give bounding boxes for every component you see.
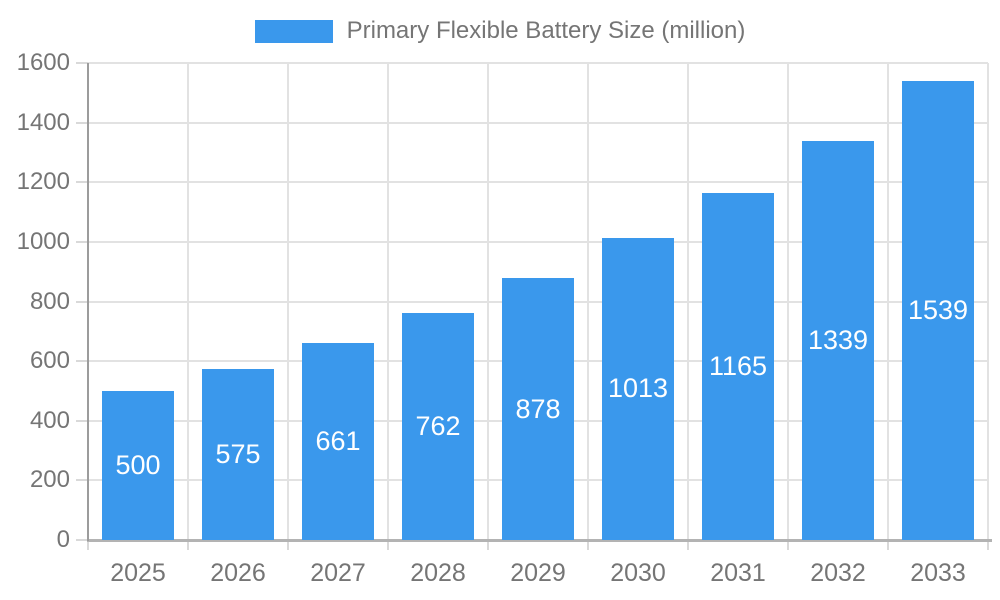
y-axis-label: 600 [29, 347, 70, 375]
bar-value-label: 1165 [708, 350, 768, 381]
gridline-vertical [287, 63, 289, 540]
x-axis-label: 2029 [510, 559, 566, 587]
x-axis-tick [587, 540, 589, 550]
y-axis-tick [76, 181, 88, 184]
y-axis-tick [76, 360, 88, 363]
gridline-horizontal [88, 121, 988, 124]
y-axis-tick [76, 479, 88, 482]
x-axis-tick [787, 540, 789, 550]
bar: 1339 [802, 140, 874, 540]
x-axis-label: 2033 [910, 559, 966, 587]
x-axis-label: 2026 [210, 559, 266, 587]
bar: 1013 [602, 237, 674, 540]
y-axis-tick [76, 121, 88, 124]
y-axis-label: 400 [29, 406, 70, 434]
gridline-vertical [187, 63, 189, 540]
bar: 878 [502, 278, 574, 540]
x-axis-label: 2030 [610, 559, 666, 587]
x-axis-tick [87, 540, 89, 550]
y-axis-label: 1600 [16, 49, 70, 76]
gridline-vertical [787, 63, 789, 540]
bar: 1165 [702, 192, 774, 540]
x-axis-label: 2031 [710, 559, 766, 587]
x-axis-tick [687, 540, 689, 550]
y-axis-label: 200 [29, 466, 70, 494]
y-axis-label: 1400 [16, 108, 70, 136]
bar-value-label: 1013 [607, 373, 669, 404]
bar-value-label: 1339 [807, 324, 869, 355]
y-axis-label: 1200 [16, 168, 70, 196]
y-axis-tick [76, 62, 88, 64]
bar-value-label: 661 [315, 425, 361, 456]
x-axis-label: 2032 [810, 559, 866, 587]
gridline-horizontal [88, 62, 988, 64]
gridline-vertical [887, 63, 889, 540]
gridline-vertical [587, 63, 589, 540]
bar: 661 [302, 342, 374, 540]
bar-value-label: 500 [115, 449, 161, 480]
y-axis-label: 0 [56, 526, 70, 553]
y-axis-tick [76, 240, 88, 243]
bar-value-label: 878 [515, 393, 561, 424]
x-axis-tick [987, 540, 989, 550]
gridline-horizontal [88, 240, 988, 243]
y-axis-tick [76, 300, 88, 303]
y-axis-tick [76, 419, 88, 422]
gridline-vertical [487, 63, 489, 540]
x-axis-tick [187, 540, 189, 550]
x-axis-label: 2027 [310, 559, 366, 587]
y-axis-tick [76, 539, 88, 541]
bar: 500 [102, 390, 174, 540]
gridline-vertical [387, 63, 389, 540]
bar-value-label: 762 [415, 410, 461, 441]
bar: 575 [202, 368, 274, 540]
x-axis-line [87, 539, 992, 542]
y-axis-line [87, 63, 89, 541]
x-axis-tick [887, 540, 889, 550]
bar-value-label: 575 [215, 438, 261, 469]
bar: 762 [402, 312, 474, 540]
bar: 1539 [902, 81, 974, 540]
gridline-vertical [987, 63, 989, 540]
legend: Primary Flexible Battery Size (million) [0, 17, 1000, 45]
bar-value-label: 1539 [907, 295, 969, 326]
gridline-horizontal [88, 181, 988, 184]
x-axis-label: 2025 [110, 559, 166, 587]
y-axis-label: 1000 [16, 227, 70, 255]
gridline-vertical [687, 63, 689, 540]
x-axis-tick [387, 540, 389, 550]
x-axis-tick [287, 540, 289, 550]
y-axis-label: 800 [29, 287, 70, 315]
legend-swatch [254, 19, 333, 43]
x-axis-tick [487, 540, 489, 550]
legend-label: Primary Flexible Battery Size (million) [346, 17, 746, 44]
x-axis-label: 2028 [410, 559, 466, 587]
